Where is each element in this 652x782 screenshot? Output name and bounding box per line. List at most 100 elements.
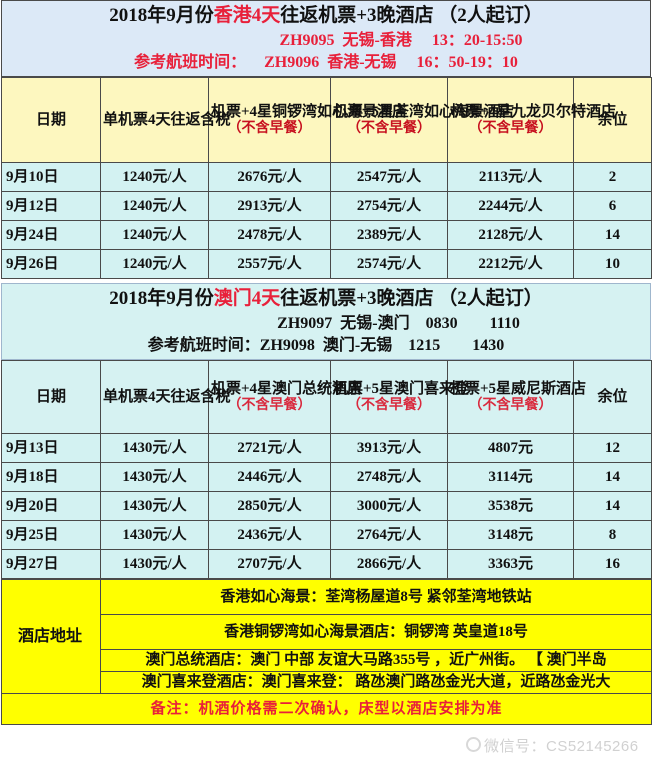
- macau-col-hotel-2-note: （不含早餐）: [347, 397, 431, 413]
- cell-hotel-1: 2557元/人: [208, 248, 331, 279]
- watermark-text: 微信号：CS52145266: [484, 738, 639, 755]
- address-line-mo-2: 澳门喜来登酒店：澳门喜来登： 路氹澳门路氹金光大道，近路氹金光大: [100, 670, 652, 694]
- macau-title-highlight: 澳门4天: [213, 287, 281, 309]
- macau-col-date-label: 日期: [35, 388, 66, 405]
- macau-title-suffix: 往返机票+3晚酒店 （2人起订）: [280, 287, 543, 309]
- cell-date: 9月10日: [1, 161, 101, 192]
- cell-hotel-3: 2244元/人: [447, 190, 574, 221]
- hongkong-col-ticket-label: 单机票4天往返含税: [103, 111, 231, 128]
- cell-hotel-2: 3913元/人: [330, 432, 448, 463]
- cell-date: 9月13日: [1, 432, 101, 463]
- hongkong-header-row: 日期 单机票4天往返含税 机票+4星铜锣湾如心海景酒店 （不含早餐） 机票+5星…: [1, 76, 652, 163]
- address-line-hk-2: 香港铜锣湾如心海景酒店：铜锣湾 英皇道18号: [100, 613, 652, 650]
- macau-title-table: 2018年9月份澳门4天往返机票+3晚酒店 （2人起订） ZH9097 无锡-澳…: [1, 282, 651, 360]
- hongkong-col-hotel-1: 机票+4星铜锣湾如心海景酒店 （不含早餐）: [208, 76, 407, 163]
- cell-ticket: 1430元/人: [100, 519, 209, 550]
- hongkong-flight-label: 参考航班时间：: [134, 54, 247, 72]
- hongkong-col-seats-label: 余位: [597, 111, 628, 128]
- cell-seats: 10: [573, 248, 652, 279]
- cell-hotel-1: 2436元/人: [208, 519, 331, 550]
- address-line-hk-1: 香港如心海景：荃湾杨屋道8号 紧邻荃湾地铁站: [100, 578, 652, 615]
- address-row-3: 澳门总统酒店：澳门 中部 友谊大马路355号 ，近广州街。 【 澳门半岛: [2, 648, 652, 672]
- macau-flight-label: 参考航班时间：: [147, 337, 260, 355]
- cell-hotel-3: 3363元: [447, 548, 574, 579]
- cell-hotel-1: 2721元/人: [208, 432, 331, 463]
- macau-flight-1: ZH9097 无锡-澳门 0830 1110: [277, 314, 520, 332]
- macau-col-hotel-3-note: （不含早餐）: [468, 397, 553, 413]
- macau-title: 2018年9月份澳门4天往返机票+3晚酒店 （2人起订）: [4, 285, 648, 313]
- cell-hotel-1: 2913元/人: [208, 190, 331, 221]
- wechat-watermark: 微信号：CS52145266: [466, 735, 639, 756]
- table-row: 9月10日 1240元/人 2676元/人 2547元/人 2113元/人 2: [1, 161, 652, 192]
- macau-title-cell: 2018年9月份澳门4天往返机票+3晚酒店 （2人起订） ZH9097 无锡-澳…: [1, 282, 651, 360]
- cell-hotel-2: 3000元/人: [330, 490, 448, 521]
- hongkong-flight-2: ZH9096 香港-无锡 16：50-19：10: [264, 54, 518, 72]
- hongkong-title-prefix: 2018年9月份: [109, 5, 214, 26]
- cell-ticket: 1240元/人: [100, 190, 209, 221]
- cell-hotel-2: 2547元/人: [330, 161, 448, 192]
- table-row: 9月12日 1240元/人 2913元/人 2754元/人 2244元/人 6: [1, 190, 652, 221]
- cell-ticket: 1430元/人: [100, 490, 209, 521]
- cell-date: 9月18日: [1, 461, 101, 492]
- cell-hotel-3: 2113元/人: [447, 161, 574, 192]
- hongkong-col-hotel-3-note: （不含早餐）: [468, 120, 553, 136]
- cell-hotel-3: 2128元/人: [447, 219, 574, 250]
- macau-col-seats: 余位: [573, 359, 652, 434]
- address-row-1: 酒店地址 香港如心海景：荃湾杨屋道8号 紧邻荃湾地铁站: [1, 578, 652, 694]
- macau-col-date: 日期: [1, 359, 101, 434]
- hongkong-col-hotel-1-label: 机票+4星铜锣湾如心海景酒店: [211, 104, 408, 121]
- cell-hotel-2: 2748元/人: [330, 461, 448, 492]
- cell-hotel-3: 4807元: [447, 432, 574, 463]
- macau-title-prefix: 2018年9月份: [109, 287, 214, 309]
- cell-seats: 8: [573, 519, 652, 550]
- hongkong-title-cell: 2018年9月份香港4天往返机票+3晚酒店 （2人起订） ZH9095 无锡-香…: [1, 0, 651, 77]
- cell-ticket: 1430元/人: [100, 461, 209, 492]
- address-label: 酒店地址: [1, 578, 101, 694]
- hongkong-title-highlight: 香港4天: [213, 5, 281, 26]
- macau-col-seats-label: 余位: [597, 388, 628, 405]
- macau-col-hotel-3: 机票+5星威尼斯酒店 （不含早餐）: [447, 359, 586, 434]
- cell-ticket: 1430元/人: [100, 432, 209, 463]
- cell-hotel-1: 2478元/人: [208, 219, 331, 250]
- macau-price-table: 日期 单机票4天往返含税 机票+4星澳门总统酒店 （不含早餐） 机票+5星澳门喜…: [1, 359, 652, 579]
- footer-note-row: 备注：机酒价格需二次确认，床型以酒店安排为准: [1, 692, 652, 725]
- cell-date: 9月27日: [1, 548, 101, 579]
- cell-hotel-2: 2866元/人: [330, 548, 448, 579]
- cell-ticket: 1240元/人: [100, 219, 209, 250]
- macau-col-hotel-1: 机票+4星澳门总统酒店 （不含早餐）: [208, 359, 362, 434]
- hongkong-col-ticket: 单机票4天往返含税: [100, 76, 231, 163]
- hongkong-col-date: 日期: [1, 76, 101, 163]
- cell-seats: 16: [573, 548, 652, 579]
- macau-flight-row-2: 参考航班时间：ZH9098 澳门-无锡 1215 1430: [4, 335, 648, 358]
- cell-date: 9月20日: [1, 490, 101, 521]
- address-line-mo-1: 澳门总统酒店：澳门 中部 友谊大马路355号 ，近广州街。 【 澳门半岛: [100, 648, 652, 672]
- watermark-logo-icon: [466, 737, 481, 752]
- cell-ticket: 1430元/人: [100, 548, 209, 579]
- macau-col-hotel-1-note: （不含早餐）: [227, 397, 312, 413]
- cell-hotel-3: 3114元: [447, 461, 574, 492]
- cell-hotel-3: 3148元: [447, 519, 574, 550]
- cell-seats: 14: [573, 490, 652, 521]
- hongkong-title: 2018年9月份香港4天往返机票+3晚酒店 （2人起订）: [4, 2, 648, 30]
- cell-hotel-2: 2574元/人: [330, 248, 448, 279]
- cell-date: 9月26日: [1, 248, 101, 279]
- hongkong-col-hotel-1-note: （不含早餐）: [227, 120, 312, 136]
- cell-hotel-1: 2446元/人: [208, 461, 331, 492]
- hongkong-col-seats: 余位: [573, 76, 652, 163]
- macau-header-row: 日期 单机票4天往返含税 机票+4星澳门总统酒店 （不含早餐） 机票+5星澳门喜…: [1, 359, 652, 434]
- hongkong-flight-row-1: ZH9095 无锡-香港 13：20-15:50: [4, 30, 648, 53]
- cell-ticket: 1240元/人: [100, 248, 209, 279]
- table-row: 9月13日 1430元/人 2721元/人 3913元/人 4807元 12: [1, 432, 652, 463]
- hotel-address-table: 酒店地址 香港如心海景：荃湾杨屋道8号 紧邻荃湾地铁站 香港铜锣湾如心海景酒店：…: [1, 578, 652, 725]
- macau-col-hotel-2: 机票+5星澳门喜来登 （不含早餐）: [330, 359, 469, 434]
- macau-flight-row-1: ZH9097 无锡-澳门 0830 1110: [4, 313, 648, 336]
- hongkong-flight-row-2: 参考航班时间： ZH9096 香港-无锡 16：50-19：10: [4, 52, 648, 75]
- table-row: 9月18日 1430元/人 2446元/人 2748元/人 3114元 14: [1, 461, 652, 492]
- cell-seats: 2: [573, 161, 652, 192]
- cell-hotel-2: 2754元/人: [330, 190, 448, 221]
- cell-date: 9月12日: [1, 190, 101, 221]
- macau-col-ticket: 单机票4天往返含税: [100, 359, 231, 434]
- hongkong-col-hotel-3-label: 机票+4星九龙贝尔特酒店: [450, 104, 617, 121]
- hongkong-title-suffix: 往返机票+3晚酒店 （2人起订）: [280, 5, 543, 26]
- cell-hotel-3: 3538元: [447, 490, 574, 521]
